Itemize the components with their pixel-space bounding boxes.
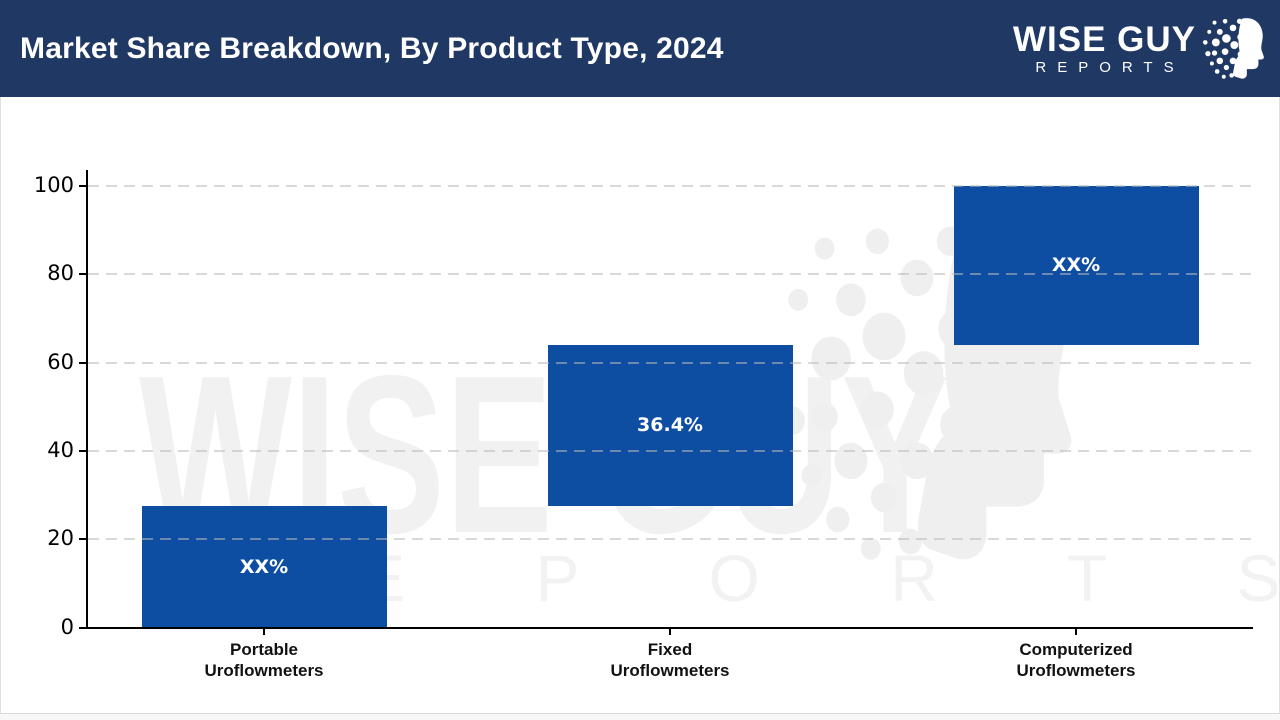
y-tick-mark bbox=[79, 449, 87, 452]
y-tick-label: 20 bbox=[47, 526, 74, 551]
x-tick-mark bbox=[263, 629, 265, 635]
logo-wordmark: WISE GUY REPORTS bbox=[1013, 22, 1196, 75]
gridline bbox=[88, 185, 1252, 187]
category-label-line: Portable bbox=[229, 640, 299, 659]
bar-segment: XX% bbox=[141, 505, 387, 628]
category-label-line: Fixed bbox=[647, 640, 693, 659]
y-tick-mark bbox=[79, 185, 87, 187]
y-tick-label: 80 bbox=[47, 261, 74, 286]
category-label-line: Computerized bbox=[1019, 640, 1133, 659]
bar-segment: XX% bbox=[953, 186, 1199, 345]
bottom-margin bbox=[0, 714, 1280, 720]
gridline bbox=[88, 273, 1252, 276]
header-bar: Market Share Breakdown, By Product Type,… bbox=[0, 0, 1280, 97]
bar-segment: 36.4% bbox=[547, 344, 793, 506]
bar-value-label: 36.4% bbox=[637, 414, 703, 437]
category-label: Computerized Uroflowmeters bbox=[946, 639, 1206, 682]
y-tick-mark bbox=[79, 538, 87, 541]
chart-title: Market Share Breakdown, By Product Type,… bbox=[20, 31, 724, 65]
logo-wiseguy-text: WISE GUY bbox=[1012, 20, 1196, 59]
y-axis-line bbox=[86, 170, 88, 629]
x-tick-mark bbox=[1075, 629, 1077, 635]
y-tick-mark bbox=[79, 273, 87, 276]
x-axis-line bbox=[86, 627, 1253, 629]
category-label: Portable Uroflowmeters bbox=[134, 639, 394, 682]
bar-value-label: XX% bbox=[239, 555, 289, 578]
logo-reports-text: REPORTS bbox=[1035, 59, 1185, 76]
logo-face-icon bbox=[1200, 9, 1266, 89]
category-label-line: Uroflowmeters bbox=[610, 661, 730, 681]
category-label: Fixed Uroflowmeters bbox=[540, 639, 800, 682]
gridline bbox=[88, 449, 1252, 452]
category-label-line: Uroflowmeters bbox=[1016, 661, 1136, 681]
wiseguy-logo: WISE GUY REPORTS bbox=[1013, 9, 1280, 89]
x-tick-mark bbox=[669, 629, 671, 635]
gridline bbox=[88, 361, 1252, 364]
y-tick-label: 0 bbox=[60, 614, 74, 639]
bar-value-label: XX% bbox=[1051, 254, 1101, 277]
y-tick-mark bbox=[79, 626, 87, 629]
bottom-border bbox=[0, 713, 1280, 714]
gridline bbox=[88, 538, 1252, 541]
y-tick-label: 40 bbox=[47, 437, 74, 462]
category-label-line: Uroflowmeters bbox=[204, 661, 324, 681]
y-tick-label: 100 bbox=[33, 173, 74, 197]
y-tick-mark bbox=[79, 361, 87, 364]
y-tick-label: 60 bbox=[47, 349, 74, 374]
